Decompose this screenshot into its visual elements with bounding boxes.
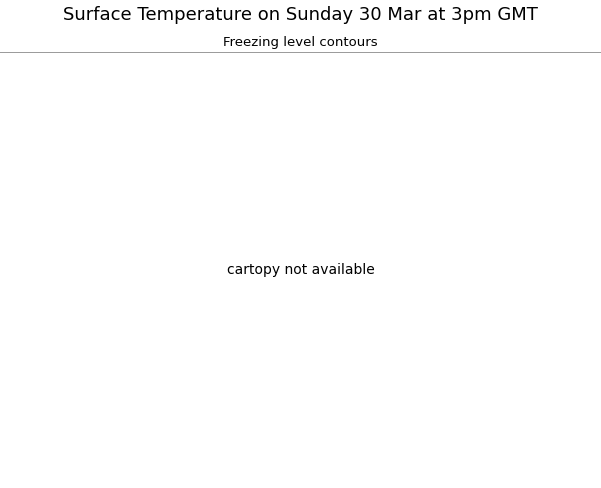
Text: Freezing level contours: Freezing level contours <box>223 36 378 49</box>
Text: cartopy not available: cartopy not available <box>227 264 374 277</box>
Text: Surface Temperature on Sunday 30 Mar at 3pm GMT: Surface Temperature on Sunday 30 Mar at … <box>63 6 538 24</box>
